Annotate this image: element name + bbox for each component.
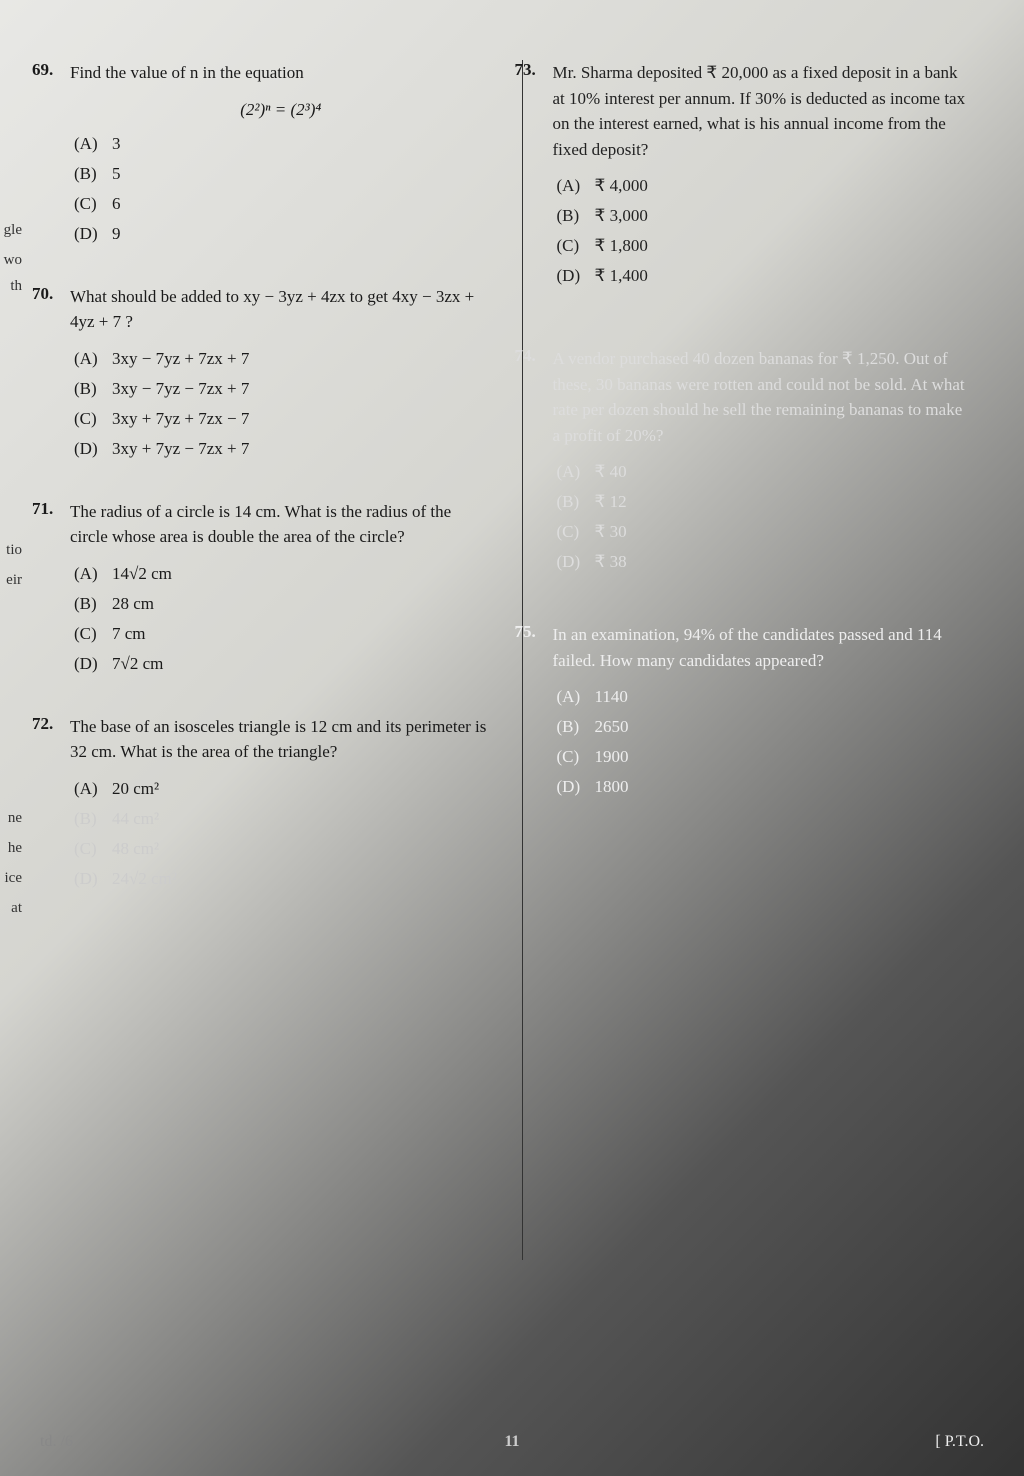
margin-cut-text: eir	[0, 572, 22, 589]
option-c: (C)7 cm	[74, 624, 492, 644]
exam-page: 69. Find the value of n in the equation …	[40, 60, 984, 1260]
question-69: 69. Find the value of n in the equation …	[70, 60, 492, 244]
question-74: 74. A vendor purchased 40 dozen bananas …	[553, 346, 975, 572]
option-a: (A)20 cm²	[74, 779, 492, 799]
question-number: 74.	[515, 346, 536, 366]
question-text: What should be added to xy − 3yz + 4zx t…	[70, 284, 492, 335]
question-number: 75.	[515, 622, 536, 642]
margin-cut-text: th	[0, 278, 22, 295]
option-d: (D)7√2 cm	[74, 654, 492, 674]
left-column: 69. Find the value of n in the equation …	[40, 60, 522, 1260]
question-equation: (2²)ⁿ = (2³)⁴	[70, 100, 492, 120]
options-list: (A)1140 (B)2650 (C)1900 (D)1800	[553, 687, 975, 797]
page-footer: td. /6 11 [ P.T.O.	[40, 1433, 984, 1451]
footer-pto: [ P.T.O.	[935, 1433, 984, 1451]
options-list: (A)3 (B)5 (C)6 (D)9	[70, 134, 492, 244]
footer-page-number: 11	[504, 1433, 519, 1451]
margin-cut-text: he	[0, 840, 22, 857]
option-b: (B)3xy − 7yz − 7zx + 7	[74, 379, 492, 399]
question-number: 73.	[515, 60, 536, 80]
question-text: The base of an isosceles triangle is 12 …	[70, 714, 492, 765]
option-d: (D)₹ 1,400	[557, 266, 975, 286]
margin-cut-text: gle	[0, 222, 22, 239]
question-text: In an examination, 94% of the candidates…	[553, 622, 975, 673]
option-d: (D)9	[74, 224, 492, 244]
option-d: (D)3xy + 7yz − 7zx + 7	[74, 439, 492, 459]
question-text: A vendor purchased 40 dozen bananas for …	[553, 346, 975, 448]
question-73: 73. Mr. Sharma deposited ₹ 20,000 as a f…	[553, 60, 975, 286]
options-list: (A)14√2 cm (B)28 cm (C)7 cm (D)7√2 cm	[70, 564, 492, 674]
option-a: (A)1140	[557, 687, 975, 707]
question-text: The radius of a circle is 14 cm. What is…	[70, 499, 492, 550]
margin-cut-text: wo	[0, 252, 22, 269]
option-a: (A)3	[74, 134, 492, 154]
option-a: (A)₹ 4,000	[557, 176, 975, 196]
options-list: (A)20 cm² (B)44 cm² (C)48 cm² (D)24√2 cm…	[70, 779, 492, 889]
options-list: (A)₹ 40 (B)₹ 12 (C)₹ 30 (D)₹ 38	[553, 462, 975, 572]
question-number: 72.	[32, 714, 53, 734]
option-b: (B)44 cm²	[74, 809, 492, 829]
option-d: (D)24√2 cm²	[74, 869, 492, 889]
footer-left: td. /6	[40, 1433, 73, 1451]
margin-cut-text: ne	[0, 810, 22, 827]
option-c: (C)48 cm²	[74, 839, 492, 859]
option-b: (B)₹ 12	[557, 492, 975, 512]
question-72: 72. The base of an isosceles triangle is…	[70, 714, 492, 889]
margin-cut-text: tio	[0, 542, 22, 559]
options-list: (A)₹ 4,000 (B)₹ 3,000 (C)₹ 1,800 (D)₹ 1,…	[553, 176, 975, 286]
option-b: (B)28 cm	[74, 594, 492, 614]
question-71: 71. The radius of a circle is 14 cm. Wha…	[70, 499, 492, 674]
question-75: 75. In an examination, 94% of the candid…	[553, 622, 975, 797]
option-a: (A)14√2 cm	[74, 564, 492, 584]
option-d: (D)1800	[557, 777, 975, 797]
question-number: 71.	[32, 499, 53, 519]
right-column: 73. Mr. Sharma deposited ₹ 20,000 as a f…	[523, 60, 985, 1260]
option-a: (A)3xy − 7yz + 7zx + 7	[74, 349, 492, 369]
option-b: (B)5	[74, 164, 492, 184]
option-c: (C)₹ 1,800	[557, 236, 975, 256]
option-b: (B)2650	[557, 717, 975, 737]
question-70: 70. What should be added to xy − 3yz + 4…	[70, 284, 492, 459]
question-text: Find the value of n in the equation	[70, 60, 492, 86]
option-b: (B)₹ 3,000	[557, 206, 975, 226]
option-c: (C)₹ 30	[557, 522, 975, 542]
options-list: (A)3xy − 7yz + 7zx + 7 (B)3xy − 7yz − 7z…	[70, 349, 492, 459]
margin-cut-text: at	[0, 900, 22, 917]
option-c: (C)1900	[557, 747, 975, 767]
option-c: (C)3xy + 7yz + 7zx − 7	[74, 409, 492, 429]
option-a: (A)₹ 40	[557, 462, 975, 482]
option-d: (D)₹ 38	[557, 552, 975, 572]
margin-cut-text: ice	[0, 870, 22, 887]
question-text: Mr. Sharma deposited ₹ 20,000 as a fixed…	[553, 60, 975, 162]
option-c: (C)6	[74, 194, 492, 214]
question-number: 70.	[32, 284, 53, 304]
question-number: 69.	[32, 60, 53, 80]
